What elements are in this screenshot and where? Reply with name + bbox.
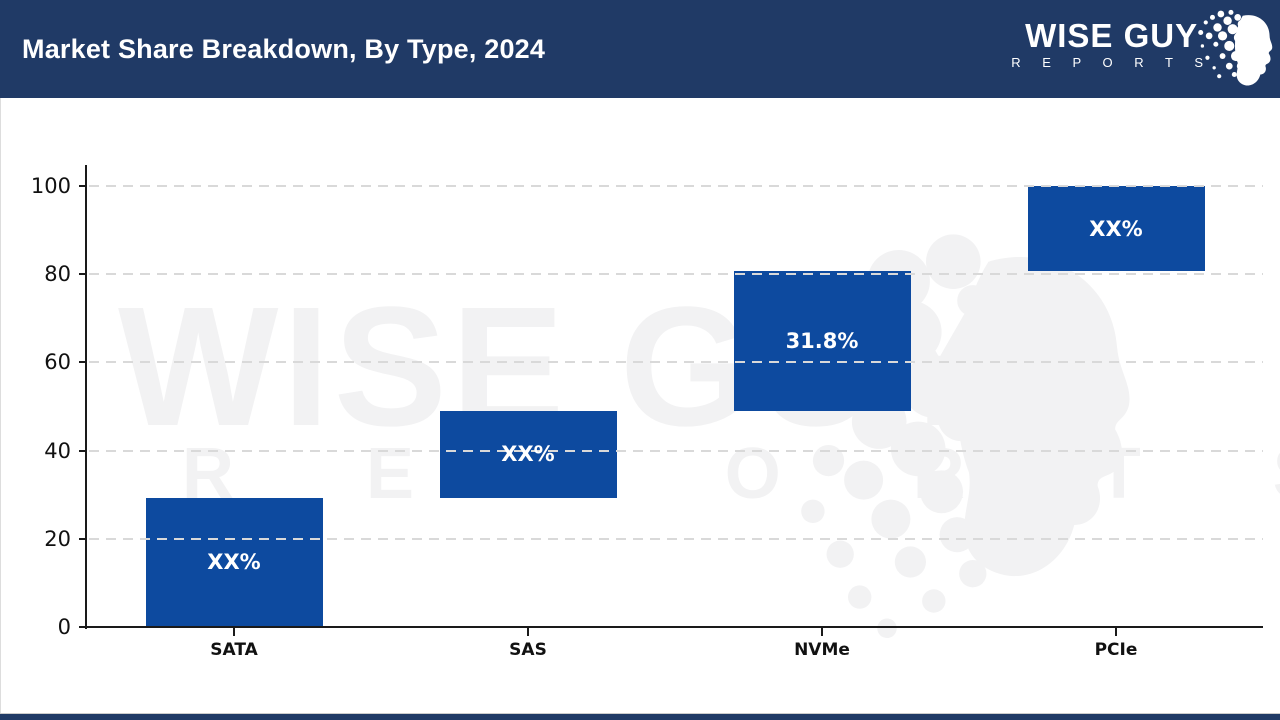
gridline-60 bbox=[89, 361, 1263, 364]
gridline-20 bbox=[89, 537, 1263, 540]
header: Market Share Breakdown, By Type, 2024 WI… bbox=[0, 0, 1280, 98]
xtick-nvme bbox=[821, 628, 823, 636]
yaxis-label-40: 40 bbox=[44, 438, 71, 463]
footer-bar bbox=[0, 714, 1280, 720]
wiseguy-logo: WISE GUY R E P O R T S bbox=[1006, 3, 1274, 95]
bar-pcie bbox=[1027, 186, 1205, 272]
xaxis-label-sas: SAS bbox=[509, 640, 547, 660]
yaxis-label-20: 20 bbox=[44, 526, 71, 551]
yaxis-label-0: 0 bbox=[57, 615, 71, 639]
bar-label-pcie: XX% bbox=[1089, 216, 1143, 241]
xtick-sas bbox=[527, 628, 529, 636]
xaxis-label-sata: SATA bbox=[210, 640, 258, 660]
logo-wordmark: WISE GUY bbox=[1025, 17, 1199, 54]
ytick-40 bbox=[79, 449, 87, 452]
bar-sata bbox=[145, 497, 323, 627]
xtick-sata bbox=[233, 628, 235, 636]
frame-left-border bbox=[0, 98, 1, 714]
bar-sas bbox=[439, 410, 617, 498]
yaxis-label-80: 80 bbox=[44, 262, 71, 287]
y-axis-spine bbox=[85, 165, 87, 629]
ytick-100 bbox=[79, 185, 87, 187]
frame-bottom-border bbox=[0, 713, 1280, 714]
ytick-20 bbox=[79, 537, 87, 540]
xaxis-label-nvme: NVMe bbox=[794, 640, 850, 660]
ytick-0 bbox=[79, 626, 87, 628]
bar-label-nvme: 31.8% bbox=[785, 329, 859, 353]
xtick-pcie bbox=[1115, 628, 1117, 636]
gridline-80 bbox=[89, 273, 1263, 276]
yaxis-label-60: 60 bbox=[44, 350, 71, 375]
yaxis-label-100: 100 bbox=[30, 174, 71, 198]
gridline-100 bbox=[89, 185, 1263, 187]
x-axis-spine bbox=[85, 626, 1263, 628]
ytick-80 bbox=[79, 273, 87, 276]
logo-head-icon bbox=[1198, 9, 1273, 86]
ytick-60 bbox=[79, 361, 87, 364]
xaxis-label-pcie: PCIe bbox=[1094, 640, 1138, 660]
page-title: Market Share Breakdown, By Type, 2024 bbox=[22, 33, 546, 64]
logo-subtitle: R E P O R T S bbox=[1011, 55, 1212, 70]
gridline-40 bbox=[89, 449, 1263, 452]
bar-label-sata: XX% bbox=[207, 550, 261, 575]
logo-text: WISE GUY R E P O R T S bbox=[1011, 17, 1212, 71]
bar-label-sas: XX% bbox=[501, 442, 555, 467]
bar-nvme bbox=[733, 271, 911, 411]
